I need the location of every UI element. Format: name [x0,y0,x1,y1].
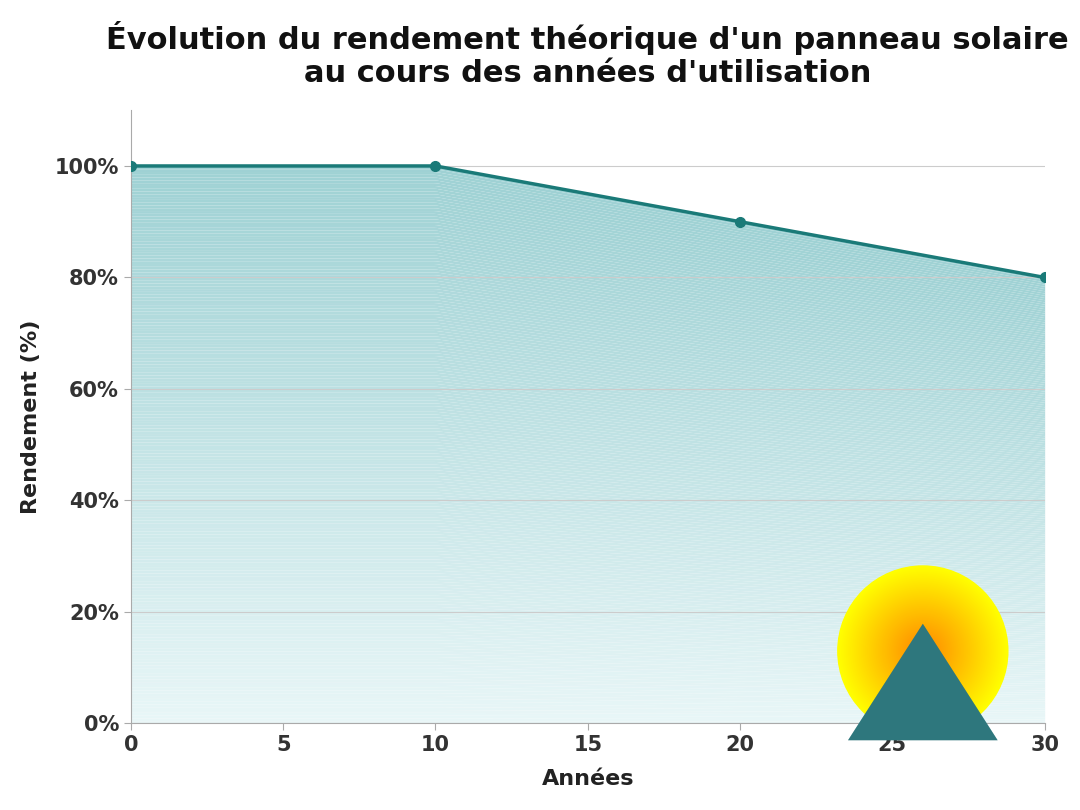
Circle shape [870,599,975,703]
Circle shape [843,571,1002,731]
Circle shape [891,619,955,683]
Polygon shape [848,624,998,740]
Circle shape [912,639,934,663]
Circle shape [874,602,972,700]
Circle shape [921,650,923,652]
Circle shape [921,649,924,653]
Circle shape [883,612,962,690]
Circle shape [913,641,933,662]
Circle shape [866,595,980,707]
Circle shape [910,638,935,663]
Circle shape [840,568,1005,734]
Circle shape [890,618,956,684]
Circle shape [894,622,951,680]
Circle shape [865,594,981,709]
Circle shape [893,621,953,680]
Circle shape [841,569,1004,733]
Circle shape [863,591,983,710]
Circle shape [856,585,988,717]
Circle shape [902,629,944,672]
Circle shape [861,590,985,713]
Circle shape [842,570,1003,731]
Circle shape [850,578,996,724]
Circle shape [879,608,967,694]
Circle shape [872,600,974,702]
Circle shape [869,598,976,704]
Circle shape [888,616,958,686]
Circle shape [886,614,960,688]
Circle shape [880,608,966,693]
Circle shape [901,629,945,673]
Circle shape [848,576,998,727]
Circle shape [908,636,937,666]
Circle shape [845,573,1001,730]
Circle shape [892,620,954,682]
Circle shape [881,610,964,693]
Circle shape [851,579,995,723]
Circle shape [852,580,994,723]
Circle shape [860,588,986,714]
Circle shape [900,628,946,675]
Circle shape [867,595,978,706]
Circle shape [889,617,957,685]
Circle shape [853,581,993,721]
Circle shape [904,632,942,670]
Circle shape [920,648,926,654]
Circle shape [914,642,932,661]
Circle shape [919,646,927,655]
Circle shape [897,625,948,676]
Polygon shape [848,624,998,740]
Circle shape [905,633,941,669]
Circle shape [909,637,936,665]
Circle shape [918,646,928,656]
Circle shape [875,603,971,699]
Circle shape [864,593,982,710]
Circle shape [896,625,949,677]
Circle shape [895,624,950,679]
Circle shape [916,644,930,659]
Circle shape [838,566,1008,736]
Circle shape [862,590,984,711]
X-axis label: Années: Années [541,770,634,789]
Circle shape [906,634,940,668]
Circle shape [907,635,939,667]
Circle shape [917,645,929,658]
Circle shape [877,605,969,697]
Circle shape [868,597,977,706]
Circle shape [885,612,961,689]
Circle shape [878,607,968,696]
Circle shape [847,574,999,727]
Circle shape [846,573,1000,728]
Circle shape [849,577,997,726]
Circle shape [915,642,931,659]
Circle shape [899,627,947,676]
Circle shape [855,584,989,718]
Circle shape [882,611,963,692]
Circle shape [839,567,1007,735]
Circle shape [873,601,973,701]
Circle shape [903,631,943,671]
Y-axis label: Rendement (%): Rendement (%) [21,320,41,514]
Circle shape [887,615,959,687]
Circle shape [859,587,987,714]
Title: Évolution du rendement théorique d'un panneau solaire
au cours des années d'util: Évolution du rendement théorique d'un pa… [107,21,1069,88]
Circle shape [855,583,990,719]
Circle shape [858,586,987,716]
Circle shape [876,604,970,697]
Circle shape [854,582,991,720]
